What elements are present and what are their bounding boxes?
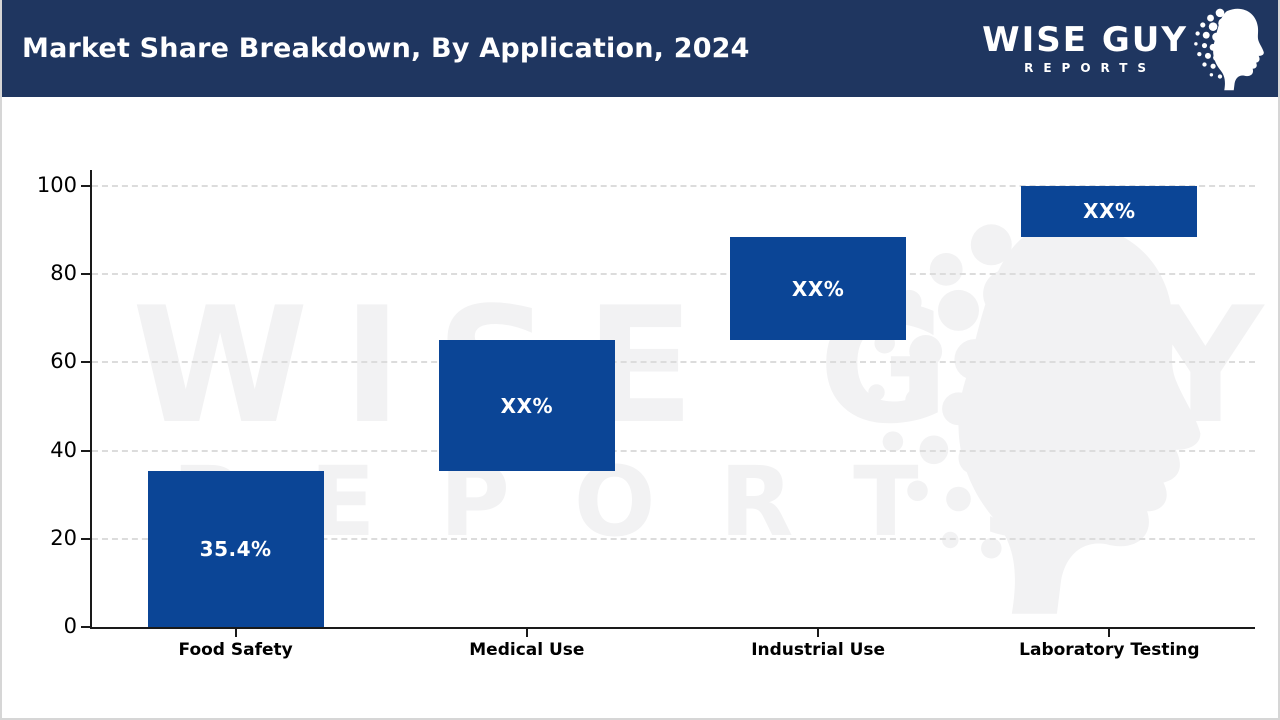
bar-value-label: XX% [500,393,554,418]
bar-segment-4: XX% [1021,186,1198,237]
gridline-20 [92,537,1255,540]
gridline-40 [92,449,1255,452]
x-category-label: Food Safety [178,640,293,660]
y-axis-tick-label: 40 [50,437,77,462]
y-axis-tick-100 [81,185,90,187]
y-axis-spine [90,170,92,629]
bar-value-label: 35.4% [199,536,272,561]
y-axis-tick-label: 100 [36,173,77,197]
x-axis-tick-3 [817,629,820,637]
y-axis-tick-label: 60 [50,349,77,374]
x-axis-tick-1 [234,629,237,637]
brand-name: WISE GUY [982,20,1188,60]
x-axis-spine [90,627,1255,629]
bar-segment-3: XX% [730,236,907,341]
y-axis-tick-60 [81,361,90,364]
page-title: Market Share Breakdown, By Application, … [22,33,750,64]
x-category-label: Medical Use [469,640,585,660]
gridline-80 [92,273,1255,276]
brand-head-icon [1194,8,1264,91]
bar-segment-1: 35.4% [147,470,324,627]
x-category-label: Industrial Use [751,640,886,660]
gridline-100 [92,185,1255,187]
y-axis-tick-label: 0 [63,614,77,638]
bar-segment-2: XX% [438,340,615,471]
gridline-60 [92,361,1255,364]
bar-value-label: XX% [1083,199,1136,224]
y-axis-tick-label: 20 [50,525,77,550]
bar-value-label: XX% [791,276,845,301]
y-axis-tick-0 [81,626,90,628]
y-axis-tick-40 [81,449,90,452]
x-category-label: Laboratory Testing [1019,640,1200,660]
brand-logo: WISE GUY REPORTS [982,6,1268,92]
brand-logo-text: WISE GUY REPORTS [982,23,1188,75]
x-axis-tick-2 [525,629,528,637]
y-axis-tick-20 [81,537,90,540]
watermark-head-graphic [868,224,1201,614]
y-axis-tick-80 [81,273,90,276]
x-axis-tick-4 [1108,629,1111,637]
header-bar: Market Share Breakdown, By Application, … [2,0,1278,97]
brand-subtitle: REPORTS [1024,61,1157,75]
y-axis-tick-label: 80 [50,261,77,286]
